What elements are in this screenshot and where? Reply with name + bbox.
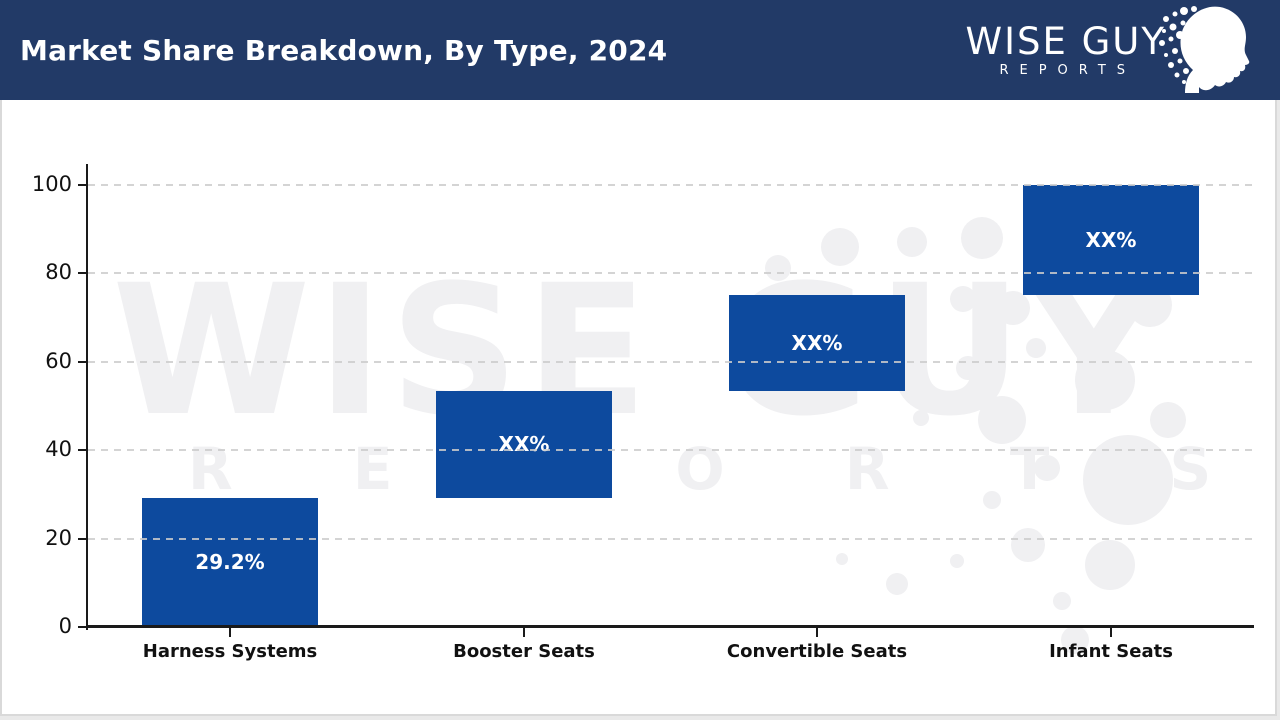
- gridline-40: [88, 449, 1253, 451]
- logo-head-icon: [1159, 6, 1250, 94]
- y-tick-label-100: 100: [31, 171, 72, 196]
- y-tick-0: [78, 626, 86, 628]
- bar-booster-seats: XX%: [436, 391, 612, 498]
- x-tick-label-1: Harness Systems: [142, 641, 318, 662]
- y-axis-line: [86, 164, 88, 630]
- bar-value-label: 29.2%: [195, 550, 265, 575]
- y-tick-80: [78, 272, 86, 274]
- y-tick-20: [78, 537, 86, 540]
- x-tick-3: [816, 628, 818, 637]
- y-tick-label-60: 60: [45, 348, 72, 373]
- header: Market Share Breakdown, By Type, 2024 WI…: [0, 0, 1280, 100]
- y-tick-label-0: 0: [58, 614, 72, 638]
- wise-guy-logo: WISE GUY REPORTS: [966, 5, 1258, 95]
- x-tick-label-2: Booster Seats: [453, 641, 595, 662]
- x-tick-label-4: Infant Seats: [1049, 641, 1173, 662]
- bar-convertible-seats: XX%: [729, 295, 905, 392]
- x-axis-line: [86, 625, 1254, 628]
- bar-infant-seats: XX%: [1023, 184, 1199, 296]
- x-tick-4: [1110, 628, 1112, 637]
- y-tick-label-80: 80: [45, 260, 72, 284]
- bar-value-label: XX%: [1085, 227, 1137, 252]
- y-tick-100: [78, 183, 86, 186]
- y-tick-label-20: 20: [45, 525, 72, 550]
- x-tick-1: [229, 628, 231, 637]
- x-tick-2: [523, 628, 525, 637]
- y-tick-label-40: 40: [45, 437, 72, 461]
- logo-text: WISE GUY REPORTS: [966, 23, 1166, 78]
- y-tick-40: [78, 449, 86, 451]
- gridline-100: [88, 183, 1253, 186]
- gridline-80: [88, 272, 1253, 274]
- gridline-20: [88, 537, 1253, 540]
- bar-harness-systems: 29.2%: [142, 497, 318, 627]
- x-tick-label-3: Convertible Seats: [726, 641, 908, 662]
- logo-wordmark: WISE GUY: [965, 19, 1166, 63]
- logo-subtitle: REPORTS: [999, 62, 1137, 78]
- gridline-60: [88, 360, 1253, 363]
- bar-value-label: XX%: [498, 432, 550, 457]
- chart-title: Market Share Breakdown, By Type, 2024: [20, 33, 668, 67]
- y-tick-60: [78, 360, 86, 363]
- bar-value-label: XX%: [791, 331, 843, 356]
